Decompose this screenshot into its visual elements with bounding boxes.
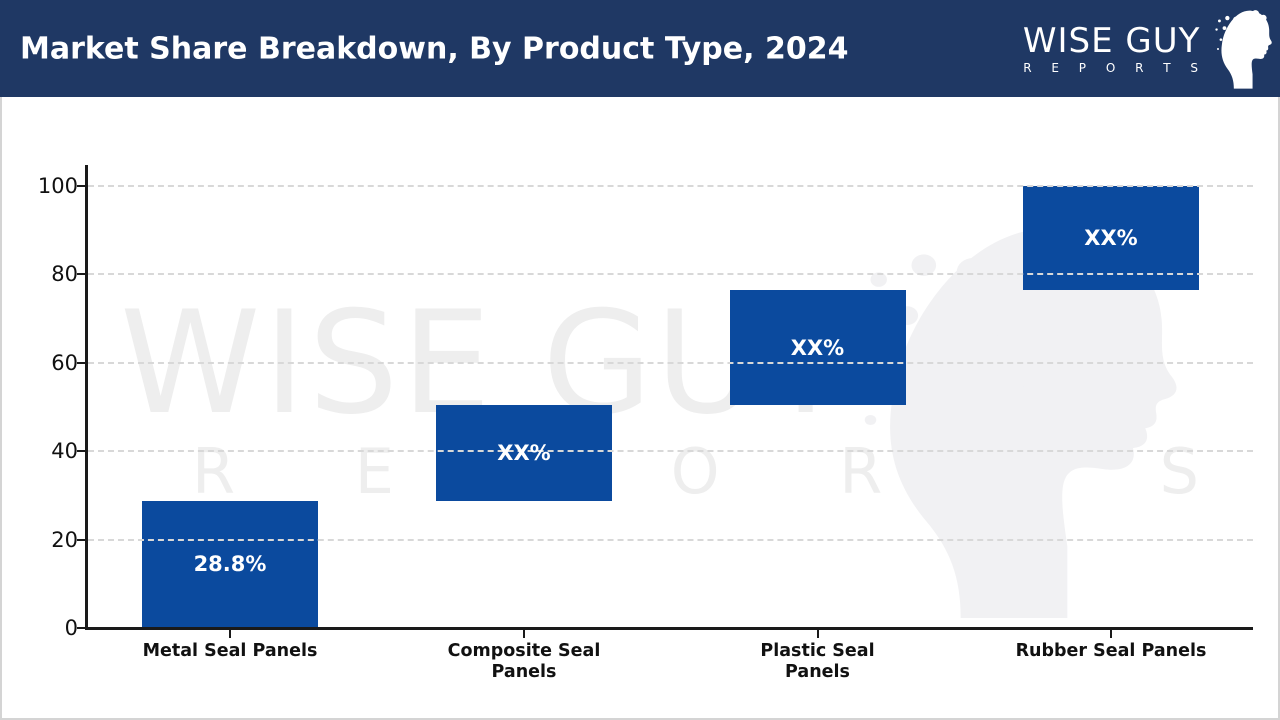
logo-wordmark-line1: WISE GUY xyxy=(1022,21,1201,61)
y-tick-mark xyxy=(77,538,85,541)
x-axis-spine xyxy=(85,627,1253,630)
bar-value-label: XX% xyxy=(790,335,845,360)
logo-wordmark: WISE GUY R E P O R T S xyxy=(1017,24,1206,74)
face-dots-logo-icon xyxy=(1215,10,1272,89)
gridline xyxy=(88,273,1253,276)
x-tick-mark xyxy=(229,630,231,638)
page-title: Market Share Breakdown, By Product Type,… xyxy=(20,31,849,66)
y-tick-label: 20 xyxy=(51,527,78,552)
bar-value-label: XX% xyxy=(497,440,551,465)
y-tick-mark xyxy=(77,185,85,187)
y-tick-label: 60 xyxy=(51,350,78,375)
y-tick-mark xyxy=(77,450,85,453)
y-tick-label: 100 xyxy=(37,174,78,198)
x-category-label: Rubber Seal Panels xyxy=(1015,641,1207,661)
bar-value-label: XX% xyxy=(1084,225,1138,250)
gridline xyxy=(88,450,1253,453)
x-category-label: Plastic Seal Panels xyxy=(760,641,875,682)
y-tick-mark xyxy=(77,361,85,364)
y-tick-mark xyxy=(77,273,85,276)
y-tick-label: 40 xyxy=(51,439,78,464)
x-tick-mark xyxy=(523,630,525,638)
bar-composite-seal-panels xyxy=(436,405,612,501)
bar-rubber-seal-panels xyxy=(1023,186,1199,290)
y-tick-label: 80 xyxy=(51,262,78,287)
bar-plastic-seal-panels xyxy=(729,289,906,406)
x-tick-mark xyxy=(816,630,819,638)
gridline xyxy=(88,185,1253,187)
gridline xyxy=(88,538,1253,541)
bar-metal-seal-panels xyxy=(142,500,318,628)
wise-guy-logo: WISE GUY R E P O R T S xyxy=(1017,6,1272,92)
bar-value-label: 28.8% xyxy=(193,552,267,577)
y-tick-label: 0 xyxy=(64,616,78,640)
x-category-label: Composite Seal Panels xyxy=(447,641,601,682)
logo-reports-label: R E P O R T S xyxy=(1023,61,1206,75)
y-axis-spine xyxy=(85,165,88,630)
x-category-label: Metal Seal Panels xyxy=(142,641,318,661)
gridline xyxy=(88,361,1253,364)
x-tick-mark xyxy=(1110,630,1112,638)
y-tick-mark xyxy=(77,627,85,629)
header-bar: Market Share Breakdown, By Product Type,… xyxy=(0,0,1280,97)
